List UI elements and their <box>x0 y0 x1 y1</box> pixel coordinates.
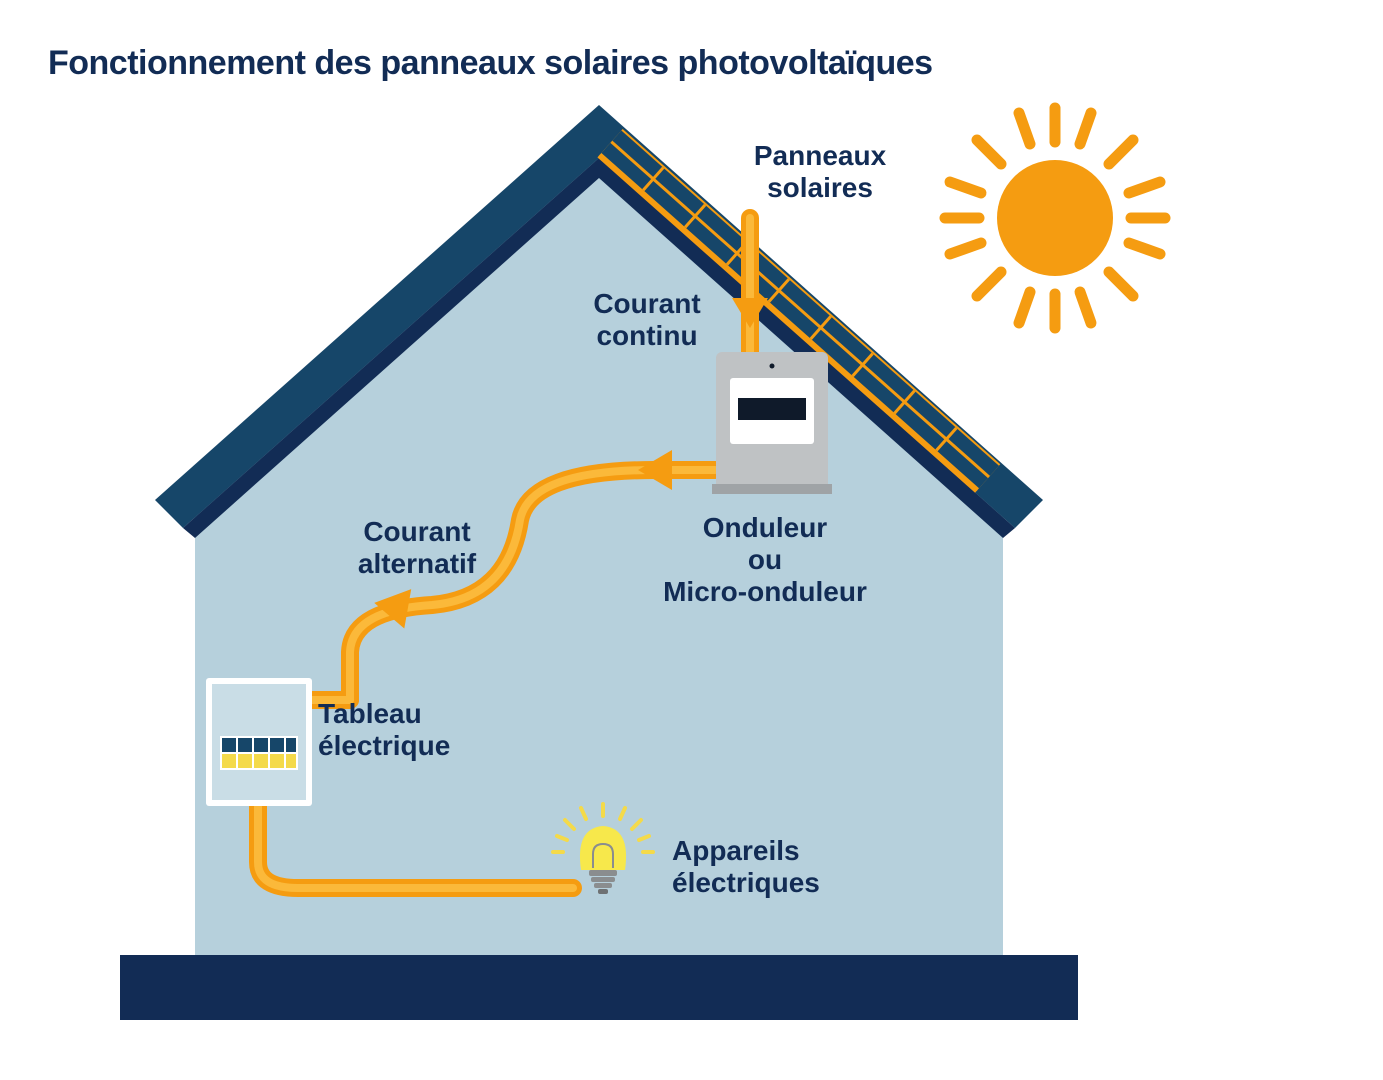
label-appliances: Appareils électriques <box>672 835 932 899</box>
inverter-icon <box>712 352 832 494</box>
diagram-stage: Fonctionnement des panneaux solaires pho… <box>0 0 1383 1080</box>
sun-icon <box>945 108 1165 328</box>
label-panels: Panneaux solaires <box>700 140 940 204</box>
house-base <box>120 955 1078 1020</box>
label-ac: Courant alternatif <box>317 516 517 580</box>
label-dc: Courant continu <box>562 288 732 352</box>
panelboard-icon <box>206 678 312 806</box>
label-inverter: Onduleur ou Micro-onduleur <box>615 512 915 609</box>
label-panelboard: Tableau électrique <box>318 698 538 762</box>
diagram-title: Fonctionnement des panneaux solaires pho… <box>48 44 933 83</box>
